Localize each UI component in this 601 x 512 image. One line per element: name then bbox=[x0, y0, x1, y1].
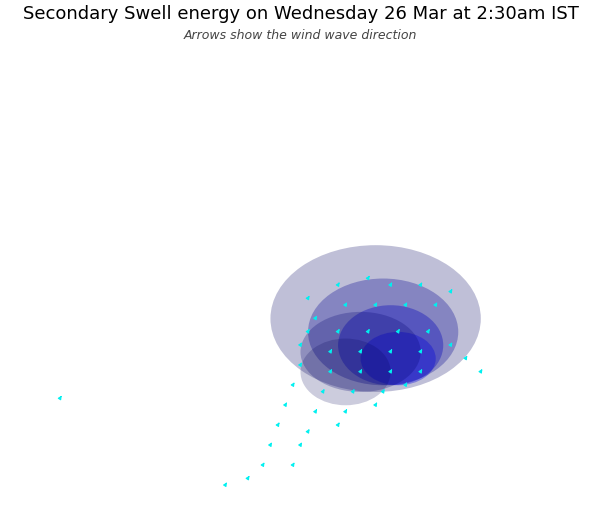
Ellipse shape bbox=[338, 305, 444, 385]
Ellipse shape bbox=[300, 312, 421, 392]
Ellipse shape bbox=[361, 332, 436, 385]
Text: Secondary Swell energy on Wednesday 26 Mar at 2:30am IST: Secondary Swell energy on Wednesday 26 M… bbox=[23, 5, 578, 23]
Ellipse shape bbox=[270, 245, 481, 392]
Ellipse shape bbox=[300, 338, 391, 406]
Ellipse shape bbox=[308, 279, 459, 385]
Text: Arrows show the wind wave direction: Arrows show the wind wave direction bbox=[184, 29, 417, 41]
